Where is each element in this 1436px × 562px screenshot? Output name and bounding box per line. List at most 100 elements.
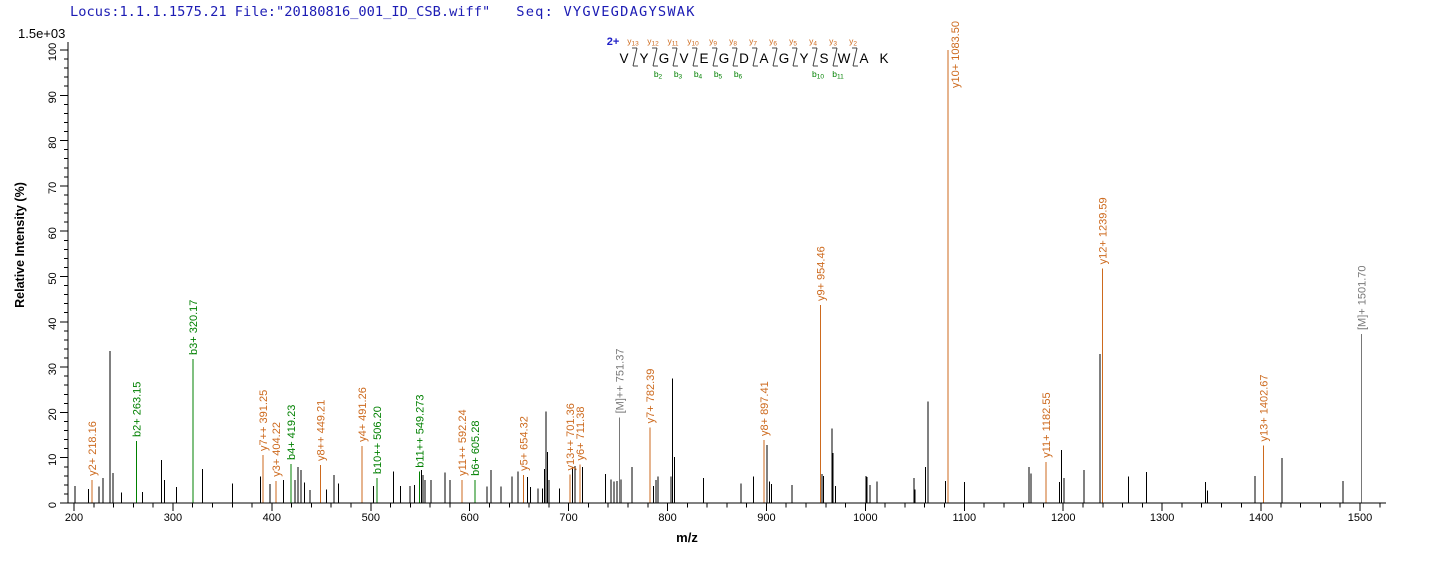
fragment-ion-label: y2 <box>849 36 857 48</box>
fragment-ion-label: b2 <box>654 69 663 81</box>
fragment-ion-label: y13 <box>627 36 639 48</box>
y-tick-label: 30 <box>47 363 59 375</box>
peptide-residue: G <box>779 51 790 66</box>
peak-annotation-label: y6+ 711.38 <box>575 407 587 461</box>
fragment-separator <box>672 47 678 67</box>
x-tick-label: 1200 <box>1051 512 1075 524</box>
peptide-residue: V <box>619 51 628 66</box>
y-tick-label: 40 <box>47 318 59 330</box>
x-tick-label: 600 <box>461 512 479 524</box>
peptide-residue: E <box>699 51 708 66</box>
fragment-ion-label: y8 <box>729 36 737 48</box>
fragment-ion-label: b5 <box>714 69 723 81</box>
fragment-separator <box>752 47 758 67</box>
sequence-label: Seq: VYGVEGDAGYSWAK <box>516 4 696 20</box>
precursor-charge-label: 2+ <box>607 36 620 48</box>
fragment-separator <box>812 47 818 67</box>
y-tick-label: 100 <box>47 43 59 61</box>
x-tick-label: 900 <box>757 512 775 524</box>
x-axis-title: m/z <box>676 530 698 545</box>
fragment-separator <box>632 47 638 67</box>
peak-annotation-label: y4+ 491.26 <box>357 387 369 442</box>
fragment-ion-label: y5 <box>789 36 797 48</box>
peak-annotation-label: y12+ 1239.59 <box>1097 197 1109 264</box>
peak-annotation-label: b6+ 605.28 <box>470 421 482 476</box>
fragment-separator <box>792 47 798 67</box>
x-tick-label: 1100 <box>952 512 976 524</box>
peak-annotation-label: b11++ 549.273 <box>415 395 427 468</box>
peak-annotation-label: y2+ 218.16 <box>87 421 99 476</box>
peptide-residue: A <box>859 51 868 66</box>
peak-annotation-label: y11++ 592.24 <box>457 409 469 475</box>
y-tick-label: 80 <box>47 136 59 148</box>
x-tick-label: 1000 <box>853 512 877 524</box>
peak-annotation-label: b10++ 506.20 <box>372 406 384 474</box>
x-tick-label: 300 <box>164 512 182 524</box>
peptide-residue: W <box>838 51 851 66</box>
peak-annotation-label: y13++ 701.36 <box>565 403 577 470</box>
y-tick-label: 50 <box>47 272 59 284</box>
peak-annotation-label: b2+ 263.15 <box>131 382 143 437</box>
peak-annotation-label: y5+ 654.32 <box>518 416 530 471</box>
peak-annotation-label: y11+ 1182.55 <box>1041 392 1053 457</box>
x-tick-label: 1400 <box>1249 512 1273 524</box>
fragment-ion-label: y4 <box>809 36 817 48</box>
fragment-ion-label: y10 <box>687 36 699 48</box>
peak-annotation-label: y10+ 1083.50 <box>950 21 962 88</box>
x-tick-label: 200 <box>65 512 83 524</box>
y-tick-label: 70 <box>47 182 59 194</box>
fragment-separator <box>852 47 858 67</box>
x-tick-label: 1300 <box>1150 512 1174 524</box>
peptide-residue: S <box>819 51 828 66</box>
peak-annotation-label: y8++ 449.21 <box>316 400 328 461</box>
locus-file-label: Locus:1.1.1.1575.21 File:"20180816_001_I… <box>70 4 491 20</box>
x-tick-label: 700 <box>559 512 577 524</box>
fragment-ion-label: b11 <box>832 69 844 81</box>
peak-annotation-label: [M]++ 751.37 <box>614 349 626 414</box>
peptide-residue: Y <box>799 51 808 66</box>
peptide-residue: G <box>719 51 730 66</box>
intensity-scale-label: 1.5e+03 <box>18 26 65 41</box>
fragment-ion-label: y6 <box>769 36 777 48</box>
y-tick-label: 20 <box>47 408 59 420</box>
peptide-residue: A <box>759 51 768 66</box>
peak-annotation-label: [M]+ 1501.70 <box>1357 265 1369 330</box>
x-tick-label: 400 <box>263 512 281 524</box>
peptide-residue: G <box>659 51 670 66</box>
fragment-ion-label: y9 <box>709 36 717 48</box>
y-tick-label: 90 <box>47 91 59 103</box>
fragment-separator <box>652 47 658 67</box>
fragment-separator <box>692 47 698 67</box>
peak-annotation-label: y8+ 897.41 <box>759 381 771 436</box>
y-tick-label: 10 <box>47 454 59 466</box>
peptide-residue: V <box>679 51 688 66</box>
fragment-ion-label: y12 <box>647 36 659 48</box>
fragment-separator <box>772 47 778 67</box>
fragment-ion-label: b10 <box>812 69 824 81</box>
header: Locus:1.1.1.1575.21 File:"20180816_001_I… <box>70 4 696 20</box>
peptide-residue: Y <box>639 51 648 66</box>
fragment-ion-label: b3 <box>674 69 683 81</box>
peptide-residue: K <box>879 51 888 66</box>
peptide-residue: D <box>739 51 749 66</box>
fragment-ion-label: b6 <box>734 69 743 81</box>
fragment-ion-label: b4 <box>694 69 703 81</box>
fragment-ion-label: y11 <box>668 36 679 48</box>
fragment-ion-label: y7 <box>749 36 757 48</box>
fragment-separator <box>732 47 738 67</box>
fragment-ion-label: y3 <box>829 36 837 48</box>
y-axis-title: Relative Intensity (%) <box>13 182 27 308</box>
fragment-separator <box>712 47 718 67</box>
peak-annotation-label: y13+ 1402.67 <box>1259 374 1271 441</box>
x-tick-label: 1500 <box>1348 512 1372 524</box>
y-tick-label: 0 <box>47 502 59 508</box>
peak-annotation-label: y3+ 404.22 <box>271 422 283 477</box>
x-tick-label: 500 <box>362 512 380 524</box>
peak-annotation-label: y9+ 954.46 <box>815 246 827 301</box>
peak-annotation-label: y7+ 782.39 <box>645 369 657 424</box>
y-tick-label: 60 <box>47 227 59 239</box>
peak-annotation-label: b4+ 419.23 <box>286 405 298 460</box>
x-tick-label: 800 <box>658 512 676 524</box>
